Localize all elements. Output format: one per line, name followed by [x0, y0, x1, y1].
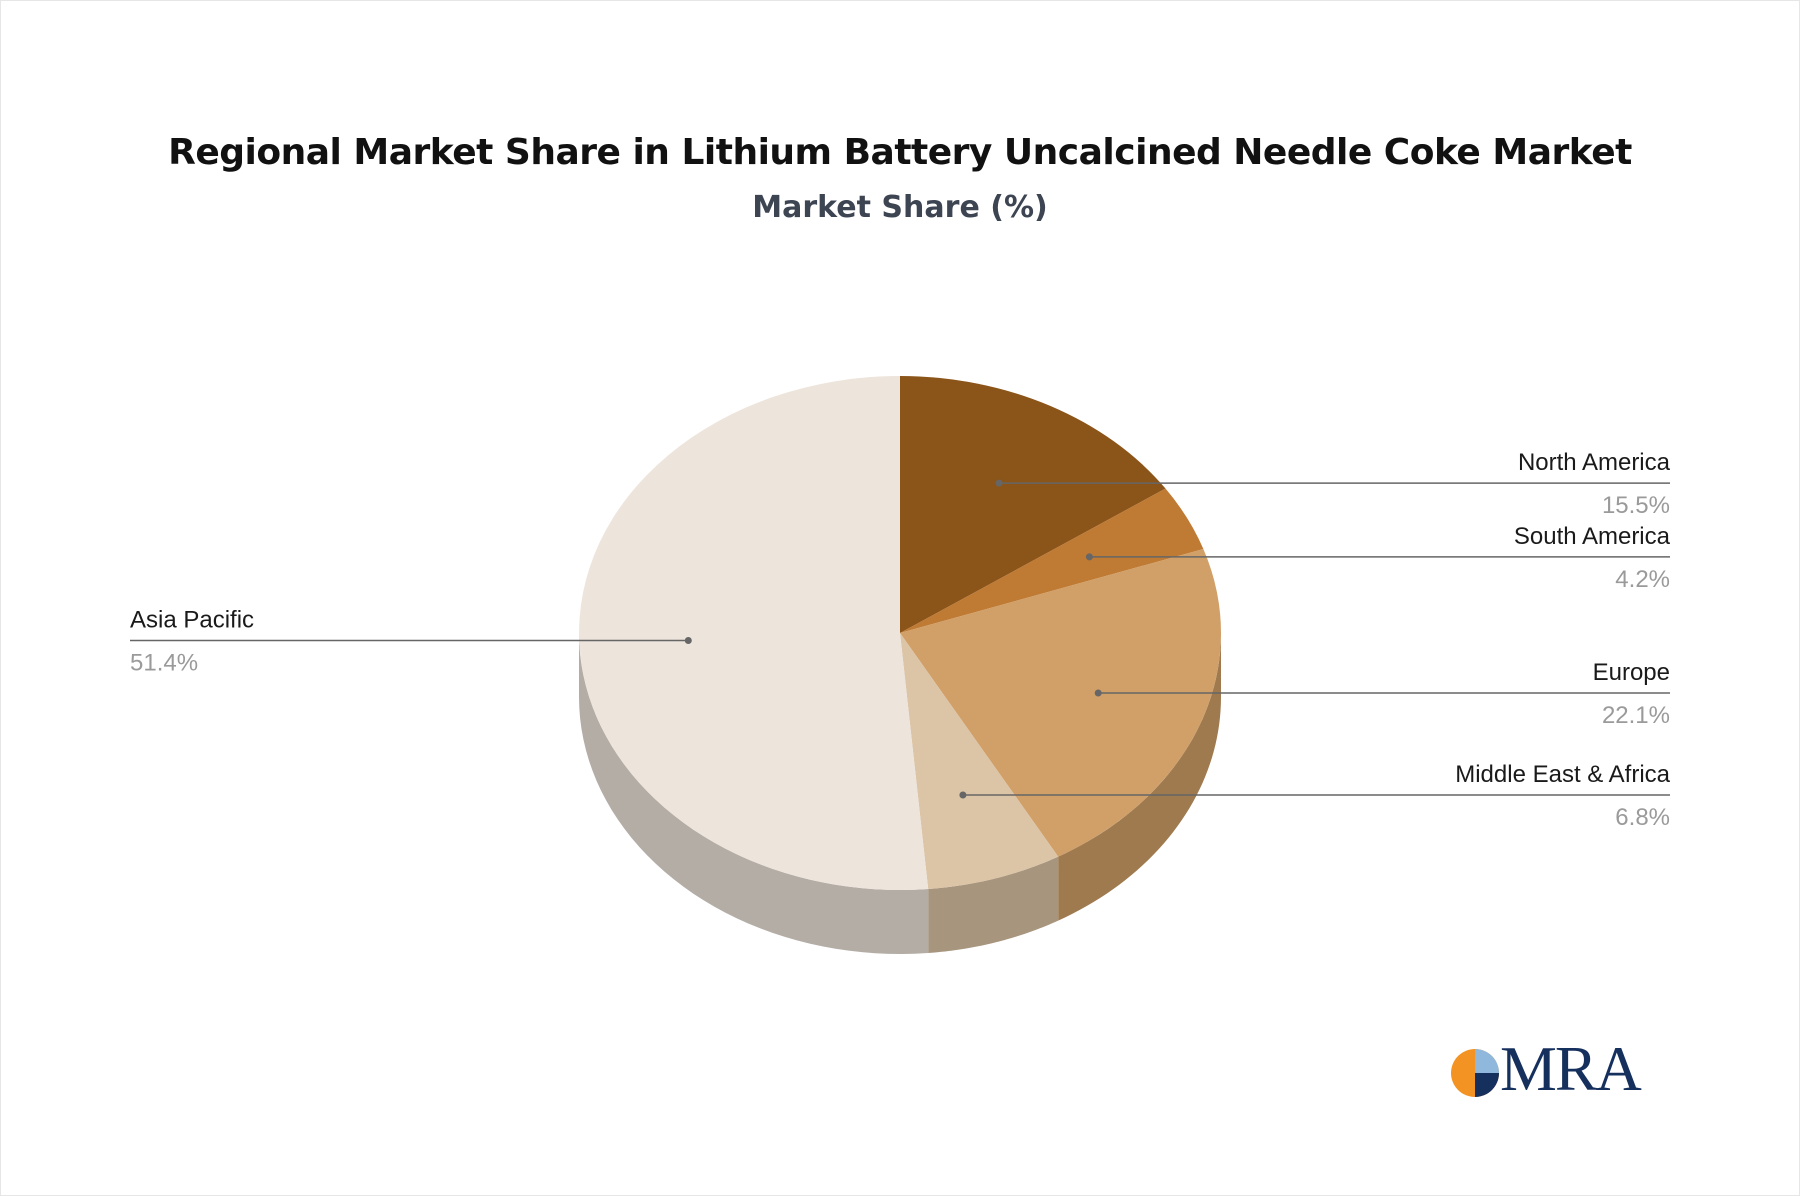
- pie-slice-asia-pacific[interactable]: [579, 376, 929, 890]
- pie-slice-south-america[interactable]: [900, 488, 1204, 633]
- chart-subtitle: Market Share (%): [752, 190, 1048, 225]
- pie-slice-north-america[interactable]: [900, 376, 1166, 633]
- leader-dot-south-america: [1085, 553, 1093, 561]
- pie-logo-icon: [1451, 1049, 1499, 1097]
- pie-slice-middle-east-africa[interactable]: [900, 633, 1059, 890]
- leader-dot-middle-east-africa: [959, 791, 967, 799]
- slice-value-north-america: 15.5%: [1602, 492, 1670, 519]
- pie-sides: [579, 633, 1221, 954]
- slice-value-asia-pacific: 51.4%: [130, 650, 198, 677]
- pie-slice-europe[interactable]: [900, 548, 1222, 857]
- slice-label-europe: Europe: [1593, 659, 1670, 686]
- slice-label-middle-east-africa: Middle East & Africa: [1455, 761, 1670, 788]
- chart-title: Regional Market Share in Lithium Battery…: [168, 132, 1632, 173]
- slice-value-europe: 22.1%: [1602, 702, 1670, 729]
- leader-dot-north-america: [995, 479, 1003, 487]
- pie-labels: North America 15.5% South America 4.2% Europ…: [130, 449, 1671, 831]
- slice-label-north-america: North America: [1518, 449, 1671, 476]
- pie-side-europe: [1058, 633, 1221, 921]
- slice-value-middle-east-africa: 6.8%: [1615, 804, 1670, 831]
- logo-text: MRA: [1500, 1033, 1642, 1104]
- pie-side-middle-east-africa: [928, 856, 1059, 954]
- pie-slices: [579, 376, 1222, 890]
- mra-logo: MRA: [1448, 1033, 1648, 1104]
- leader-dot-europe: [1094, 689, 1102, 697]
- slice-label-asia-pacific: Asia Pacific: [130, 607, 254, 634]
- slice-label-south-america: South America: [1514, 523, 1671, 550]
- pie-side-asia-pacific: [579, 633, 929, 954]
- slice-value-south-america: 4.2%: [1615, 566, 1670, 593]
- leader-dot-asia-pacific: [684, 637, 692, 644]
